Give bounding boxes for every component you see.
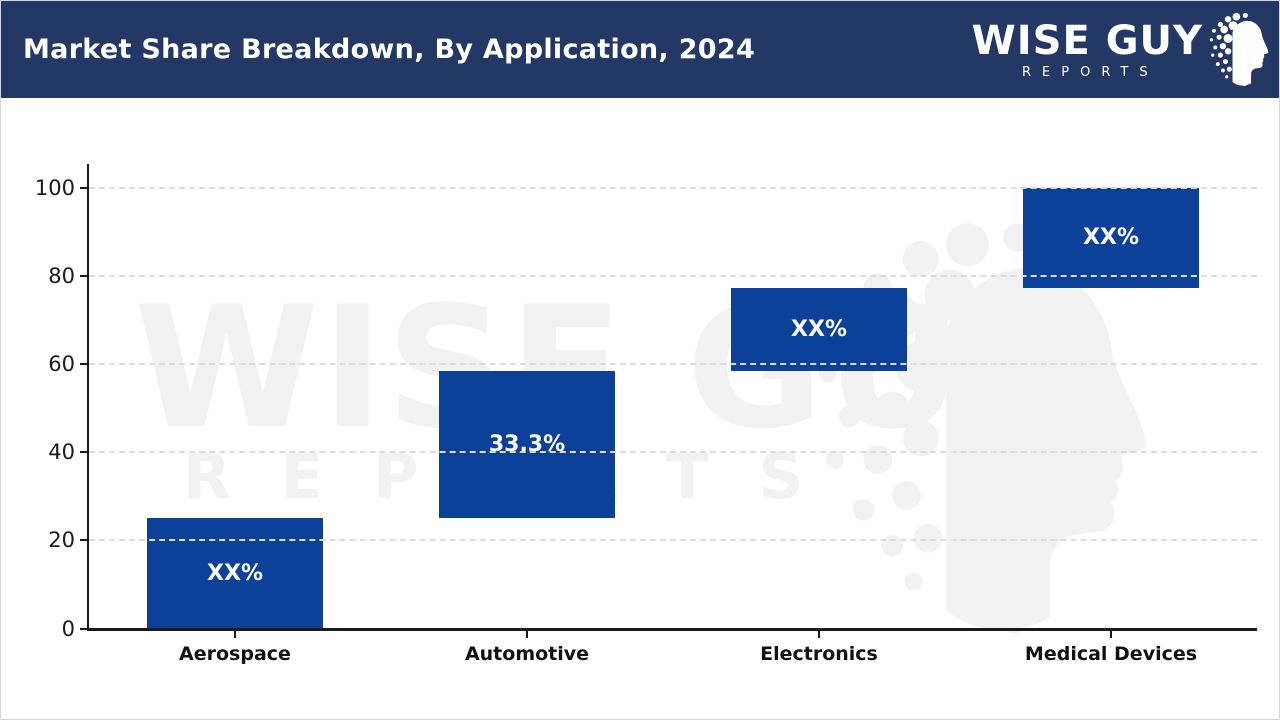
gridline (89, 451, 1257, 454)
header-band: Market Share Breakdown, By Application, … (1, 1, 1279, 98)
x-category-label: Medical Devices (1024, 642, 1198, 665)
bar-value-label: 33.3% (488, 432, 566, 458)
bar-value-label: XX% (1083, 225, 1139, 251)
y-tick-mark (80, 539, 89, 542)
plot-area: WISE GUY REPORTS 020406080100XX%Aerospac… (1, 98, 1279, 719)
brand-logo: WISE GUY REPORTS (972, 7, 1269, 93)
y-tick-mark (80, 451, 89, 454)
y-tick-label: 0 (61, 616, 75, 641)
page-title: Market Share Breakdown, By Application, … (23, 34, 756, 65)
y-tick-mark (80, 186, 89, 189)
gridline (89, 186, 1257, 189)
y-axis-line (87, 164, 89, 631)
y-tick-label: 100 (34, 175, 75, 200)
y-tick-label: 40 (48, 440, 75, 465)
x-tick-mark (818, 629, 820, 638)
wiseguy-face-dots-icon (1209, 12, 1269, 87)
gridline (89, 274, 1257, 277)
y-tick-label: 80 (48, 263, 75, 288)
y-tick-mark (80, 274, 89, 277)
gridline (89, 362, 1257, 365)
x-category-label: Aerospace (179, 642, 291, 665)
brand-subtext: REPORTS (1022, 64, 1159, 80)
waterfall-bar: 33.3% (439, 371, 615, 519)
bar-value-label: XX% (791, 316, 847, 342)
waterfall-bar: XX% (147, 518, 323, 629)
y-tick-mark (80, 627, 89, 630)
x-tick-mark (526, 629, 528, 638)
brand-name: WISE GUY (971, 17, 1203, 64)
x-tick-mark (234, 629, 236, 638)
x-category-label: Electronics (760, 642, 878, 665)
y-tick-mark (80, 362, 89, 365)
waterfall-bar: XX% (1023, 187, 1199, 288)
y-tick-label: 20 (48, 528, 75, 553)
bar-value-label: XX% (207, 560, 263, 586)
x-axis-line (87, 627, 1257, 631)
y-tick-label: 60 (48, 351, 75, 376)
waterfall-bar: XX% (731, 287, 907, 372)
x-tick-mark (1110, 629, 1112, 638)
gridline (89, 539, 1257, 542)
brand-wordmark: WISE GUY REPORTS (972, 21, 1203, 80)
x-category-label: Automotive (464, 642, 590, 665)
